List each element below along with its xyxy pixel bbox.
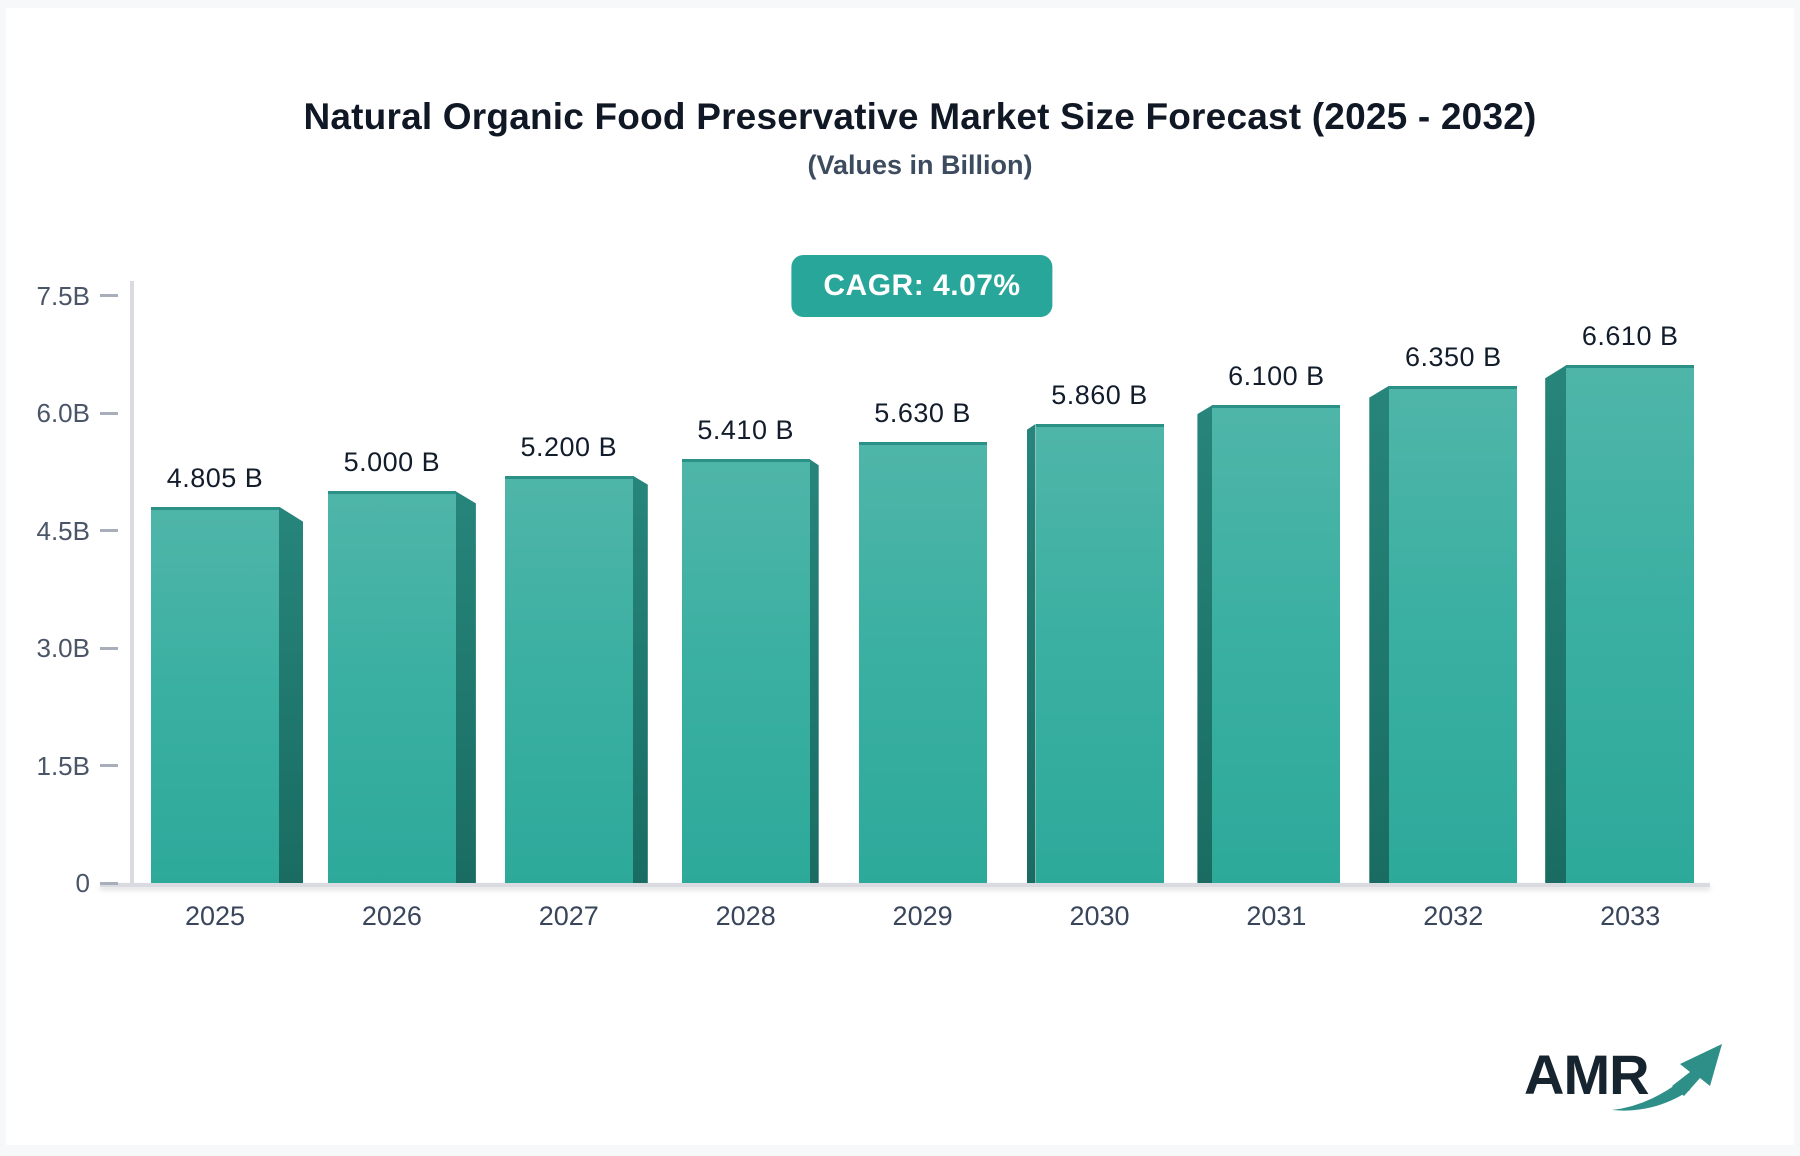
x-tick-label-2033: 2033 <box>1600 901 1661 931</box>
y-tick-label: 3.0B <box>36 633 91 663</box>
x-tick-label-2031: 2031 <box>1246 901 1307 931</box>
x-tick-label-2030: 2030 <box>1069 901 1130 931</box>
bar-value-label-2029: 5.630 B <box>874 397 971 428</box>
bar-value-label-2032: 6.350 B <box>1405 341 1502 372</box>
bar-value-label-2028: 5.410 B <box>697 415 794 446</box>
bar-side-2032 <box>1369 385 1390 883</box>
x-tick-label-2032: 2032 <box>1423 901 1484 931</box>
amr-logo-text: AMR <box>1524 1043 1650 1106</box>
bar-value-label-2027: 5.200 B <box>520 431 618 462</box>
bar-2031 <box>1212 405 1341 883</box>
x-axis-baseline <box>100 883 1710 887</box>
bar-2025 <box>151 506 279 883</box>
x-tick-label-2026: 2026 <box>361 901 422 931</box>
x-tick-label-2025: 2025 <box>184 901 246 931</box>
bar-2029 <box>858 441 987 883</box>
y-tick-label: 6.0B <box>36 398 91 428</box>
amr-logo: AMR <box>1524 1036 1724 1126</box>
x-tick-label-2028: 2028 <box>715 901 776 931</box>
y-tick-dash <box>100 411 118 415</box>
y-tick-label: 4.5B <box>36 515 91 546</box>
bar-value-label-2030: 5.860 B <box>1051 379 1148 410</box>
bar-value-label-2031: 6.100 B <box>1228 361 1325 392</box>
chart-title: Natural Organic Food Preservative Market… <box>303 96 1537 137</box>
bar-value-label-2025: 4.805 B <box>166 462 264 493</box>
y-tick-dash <box>100 881 118 885</box>
bar-value-label-2033: 6.610 B <box>1581 321 1679 352</box>
bar-2026 <box>327 491 456 883</box>
bar-side-2027 <box>632 475 648 883</box>
cagr-badge: CAGR: 4.07% <box>791 255 1053 317</box>
growth-arrow-icon <box>1612 1044 1722 1111</box>
y-tick-dash <box>100 646 118 650</box>
y-tick-dash <box>100 294 118 297</box>
bar-side-2030 <box>1026 423 1036 883</box>
y-axis-line <box>130 281 134 887</box>
y-tick-label: 0 <box>75 868 90 898</box>
bar-side-2031 <box>1197 405 1213 883</box>
bar-2033 <box>1566 365 1695 883</box>
y-tick-dash <box>100 764 118 767</box>
y-tick-dash <box>100 529 118 532</box>
bar-value-label-2026: 5.000 B <box>343 447 441 478</box>
bar-2030 <box>1035 423 1164 883</box>
bar-side-2026 <box>455 491 476 883</box>
bar-2027 <box>504 475 633 883</box>
chart-subtitle: (Values in Billion) <box>807 150 1033 180</box>
y-tick-label: 1.5B <box>36 750 91 781</box>
bar-2032 <box>1389 385 1518 883</box>
y-tick-label: 7.5B <box>36 280 91 311</box>
x-tick-label-2027: 2027 <box>538 901 599 931</box>
bar-side-2033 <box>1545 365 1567 883</box>
bar-2028 <box>681 459 810 883</box>
x-tick-label-2029: 2029 <box>892 901 953 931</box>
bar-side-2028 <box>809 459 819 883</box>
bar-side-2025 <box>279 506 303 883</box>
